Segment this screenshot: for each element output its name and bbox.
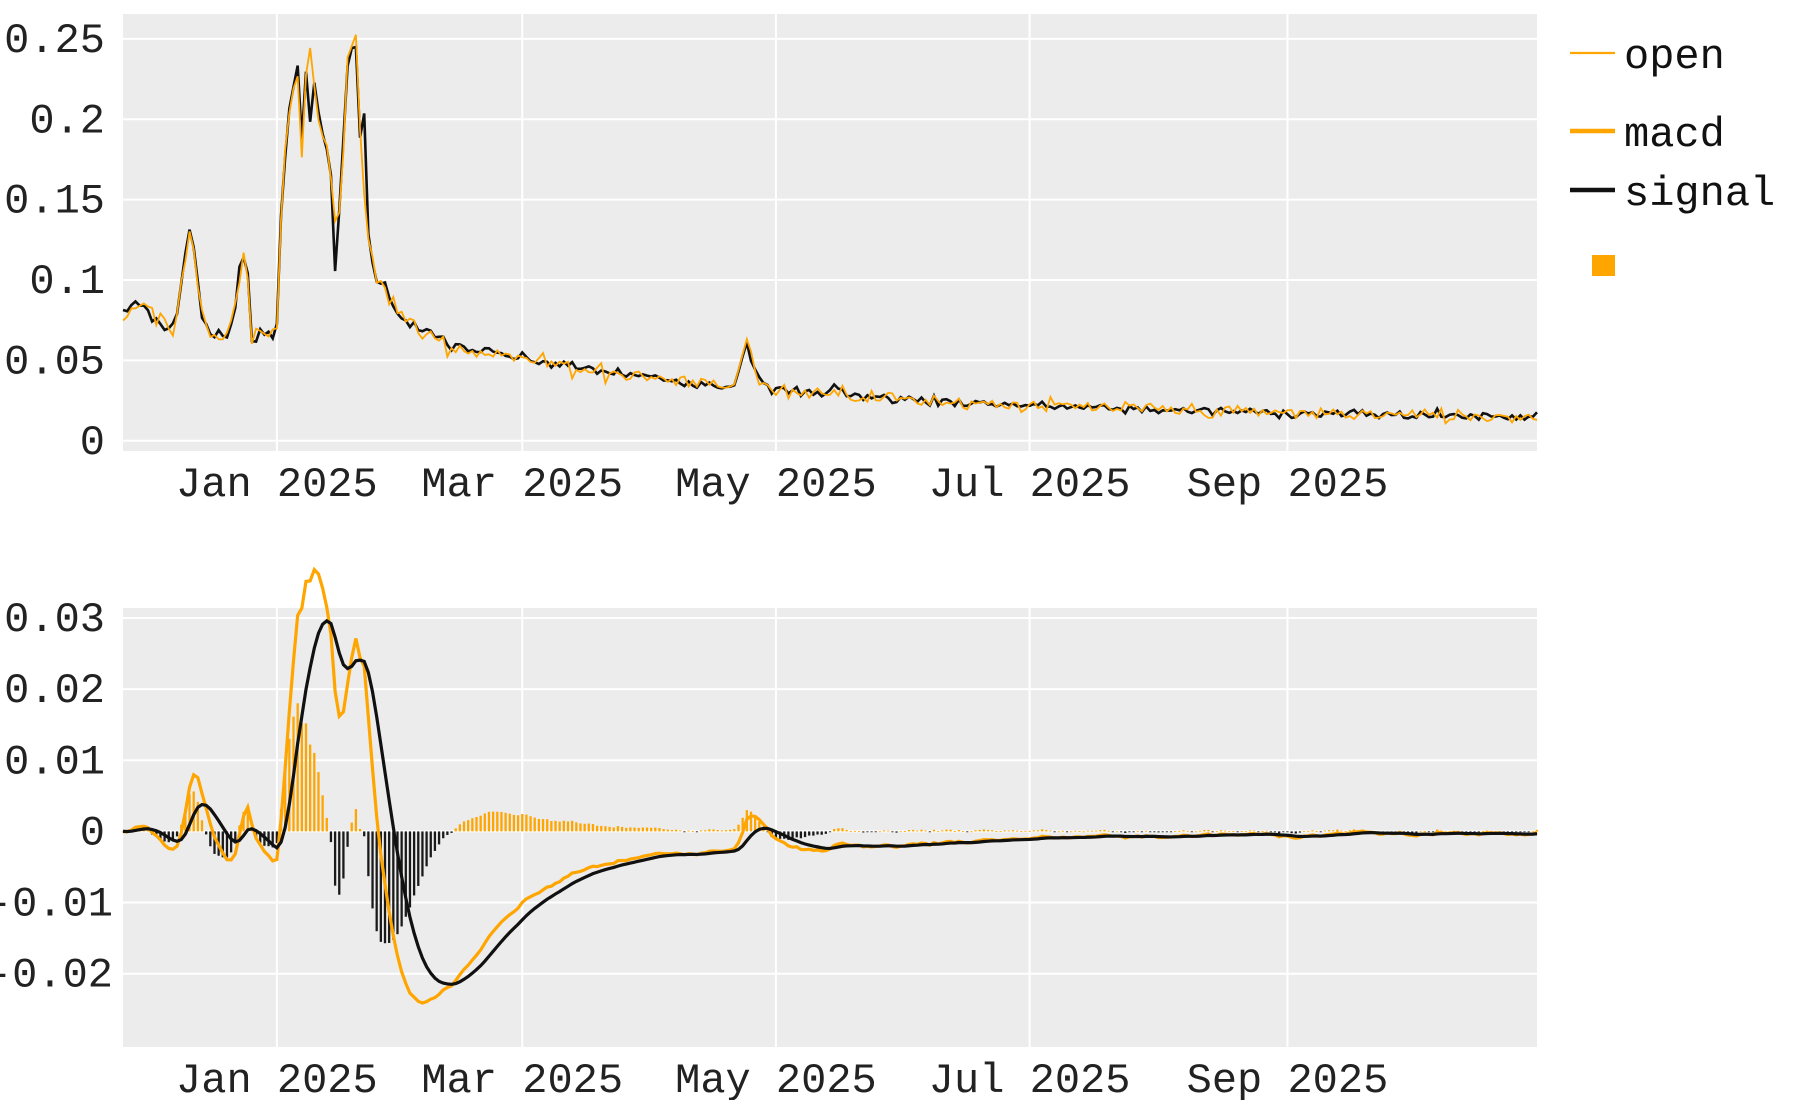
svg-text:Sep 2025: Sep 2025 — [1187, 1057, 1389, 1100]
svg-text:0.2: 0.2 — [29, 97, 105, 145]
svg-text:0: 0 — [80, 419, 105, 467]
svg-text:Jan 2025: Jan 2025 — [176, 1057, 378, 1100]
svg-text:0.15: 0.15 — [4, 178, 105, 226]
svg-text:0.25: 0.25 — [4, 17, 105, 65]
svg-text:Mar 2025: Mar 2025 — [421, 461, 623, 509]
svg-text:0: 0 — [80, 809, 105, 857]
svg-text:signal: signal — [1624, 170, 1775, 218]
svg-text:-0.01: -0.01 — [0, 881, 113, 929]
svg-text:open: open — [1624, 33, 1725, 81]
svg-text:Mar 2025: Mar 2025 — [421, 1057, 623, 1100]
svg-text:Jul 2025: Jul 2025 — [929, 1057, 1131, 1100]
svg-text:May 2025: May 2025 — [675, 461, 877, 509]
svg-text:0.01: 0.01 — [4, 738, 105, 786]
svg-text:Jul 2025: Jul 2025 — [929, 461, 1131, 509]
svg-text:0.1: 0.1 — [29, 258, 105, 306]
svg-text:macd: macd — [1624, 111, 1725, 159]
svg-text:0.05: 0.05 — [4, 338, 105, 386]
svg-text:May 2025: May 2025 — [675, 1057, 877, 1100]
svg-text:-0.02: -0.02 — [0, 952, 113, 1000]
svg-text:0.02: 0.02 — [4, 667, 105, 715]
svg-text:0.03: 0.03 — [4, 596, 105, 644]
svg-text:Sep 2025: Sep 2025 — [1187, 461, 1389, 509]
svg-text:Jan 2025: Jan 2025 — [176, 461, 378, 509]
